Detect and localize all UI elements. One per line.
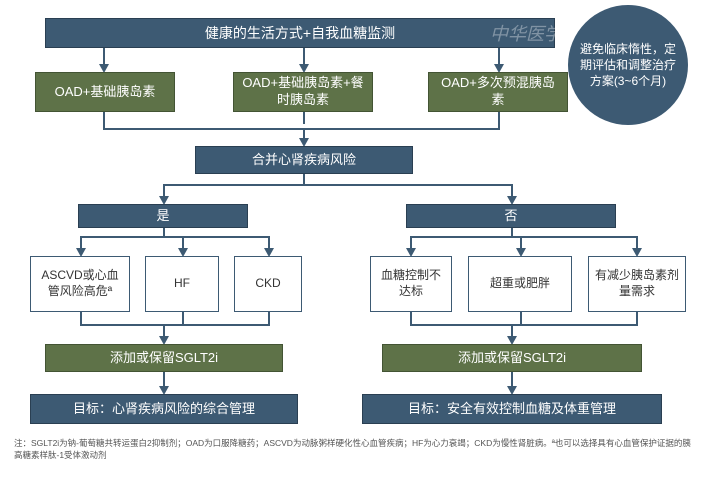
yes-b: HF [145, 256, 219, 312]
watermark: 中华医学 [490, 20, 562, 46]
no-a: 血糖控制不达标 [370, 256, 452, 312]
footnote: 注：SGLT2i为钠-葡萄糖共转运蛋白2抑制剂；OAD为口服降糖药；ASCVD为… [14, 438, 694, 462]
conn [303, 112, 305, 124]
circle-note: 避免临床惰性，定期评估和调整治疗方案(3~6个月) [568, 5, 688, 125]
no-c: 有减少胰岛素剂量需求 [588, 256, 686, 312]
conn [410, 236, 638, 238]
conn [410, 324, 638, 326]
action-right: 添加或保留SGLT2i [382, 344, 642, 372]
yes-c: CKD [234, 256, 302, 312]
row1-c: OAD+多次预混胰岛素 [428, 72, 568, 112]
branch-no: 否 [406, 204, 616, 228]
merge-box: 合并心肾疾病风险 [195, 146, 413, 174]
yes-a: ASCVD或心血管风险高危ª [30, 256, 130, 312]
goal-left: 目标：心肾疾病风险的综合管理 [30, 394, 298, 424]
action-left: 添加或保留SGLT2i [45, 344, 283, 372]
conn [80, 324, 270, 326]
row1-a: OAD+基础胰岛素 [35, 72, 175, 112]
conn [103, 128, 500, 130]
goal-right: 目标：安全有效控制血糖及体重管理 [362, 394, 662, 424]
row1-b: OAD+基础胰岛素+餐时胰岛素 [233, 72, 373, 112]
conn [163, 184, 513, 186]
branch-yes: 是 [78, 204, 248, 228]
conn [80, 236, 270, 238]
header-bar: 健康的生活方式+自我血糖监测 [45, 18, 555, 48]
no-b: 超重或肥胖 [468, 256, 572, 312]
